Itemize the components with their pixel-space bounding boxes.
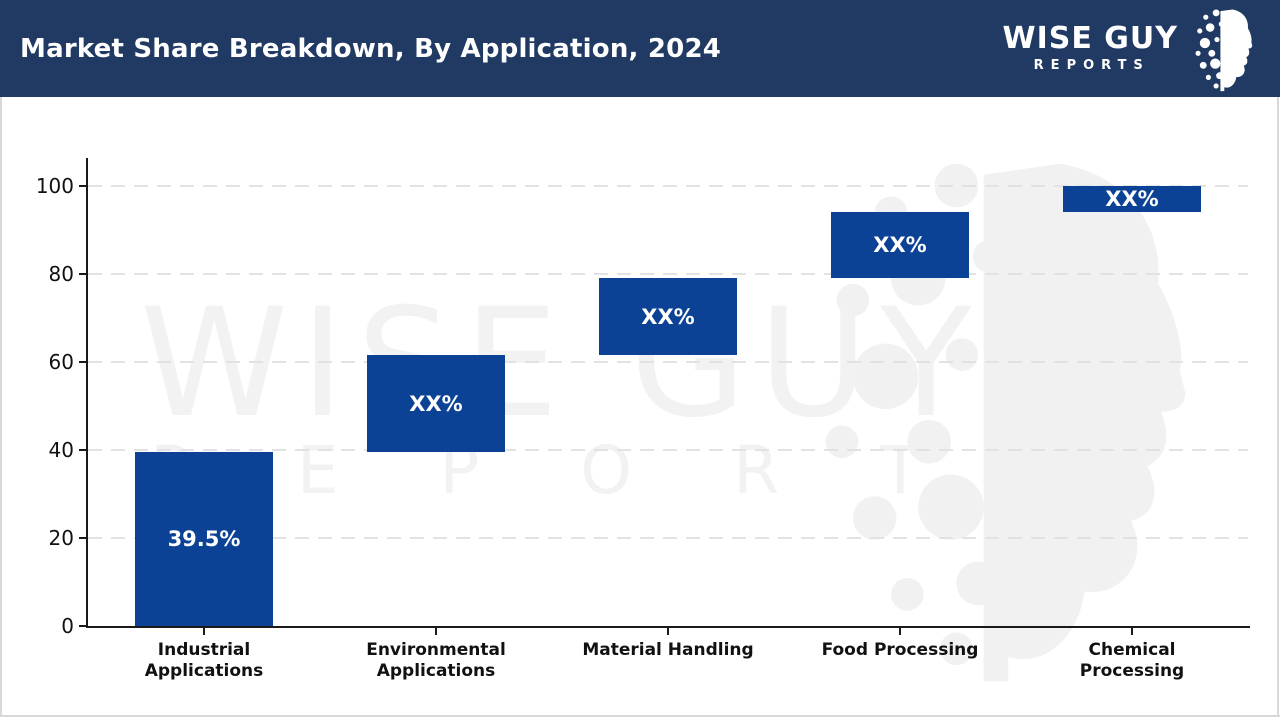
bar-chemical-processing: XX% — [1063, 185, 1201, 213]
bar-value-label: XX% — [873, 233, 927, 258]
x-tick-mark — [1131, 628, 1133, 635]
bar-environmental-applications: XX% — [367, 355, 505, 453]
x-tick-mark — [203, 628, 205, 635]
y-tick-mark — [79, 360, 88, 363]
gridline-60 — [88, 360, 1248, 363]
y-tick-mark — [79, 448, 88, 451]
gridline-80 — [88, 272, 1248, 275]
bar-value-label: 39.5% — [167, 527, 241, 552]
x-axis-label-industrial-applications: Industrial Applications — [144, 640, 264, 682]
wise-guy-logo: WISE GUY REPORTS — [1002, 6, 1266, 92]
gridline-40 — [88, 448, 1248, 451]
bar-value-label: XX% — [1105, 186, 1159, 211]
y-tick-label: 0 — [61, 614, 74, 638]
y-tick-label: 100 — [35, 173, 74, 198]
y-tick-label: 20 — [48, 525, 74, 550]
y-tick-mark — [79, 272, 88, 275]
gridline-20 — [88, 536, 1248, 539]
y-axis-line — [86, 158, 88, 628]
watermark-wordmark: WISE GUY — [140, 277, 984, 451]
y-tick-label: 40 — [48, 437, 74, 462]
x-axis-line — [86, 626, 1250, 628]
x-axis-label-environmental-applications: Environmental Applications — [366, 640, 506, 682]
right-border — [1277, 97, 1279, 717]
bar-value-label: XX% — [409, 391, 463, 416]
watermark: WISE GUY R E P O R T S — [0, 97, 1280, 717]
x-tick-mark — [899, 628, 901, 635]
bar-food-processing: XX% — [831, 212, 969, 279]
bar-value-label: XX% — [641, 304, 695, 329]
logo-wordmark: WISE GUY — [1002, 21, 1178, 56]
y-tick-mark — [79, 536, 88, 539]
y-tick-label: 60 — [48, 349, 74, 374]
page-title: Market Share Breakdown, By Application, … — [20, 33, 722, 64]
x-axis-label-material-handling: Material Handling — [582, 640, 754, 660]
x-tick-mark — [667, 628, 669, 635]
y-tick-label: 80 — [48, 261, 74, 286]
y-tick-mark — [79, 184, 88, 187]
y-tick-mark — [79, 625, 88, 627]
bar-industrial-applications: 39.5% — [135, 452, 273, 626]
x-tick-mark — [435, 628, 437, 635]
left-border — [0, 97, 2, 717]
logo-subtext: REPORTS — [1033, 58, 1150, 73]
bottom-border — [0, 715, 1280, 717]
bar-material-handling: XX% — [599, 278, 737, 356]
gridline-100 — [88, 184, 1248, 187]
x-axis-label-food-processing: Food Processing — [821, 640, 979, 660]
logo-text: WISE GUY REPORTS — [1002, 21, 1178, 74]
header: Market Share Breakdown, By Application, … — [0, 0, 1280, 97]
x-axis-label-chemical-processing: Chemical Processing — [1079, 640, 1185, 682]
